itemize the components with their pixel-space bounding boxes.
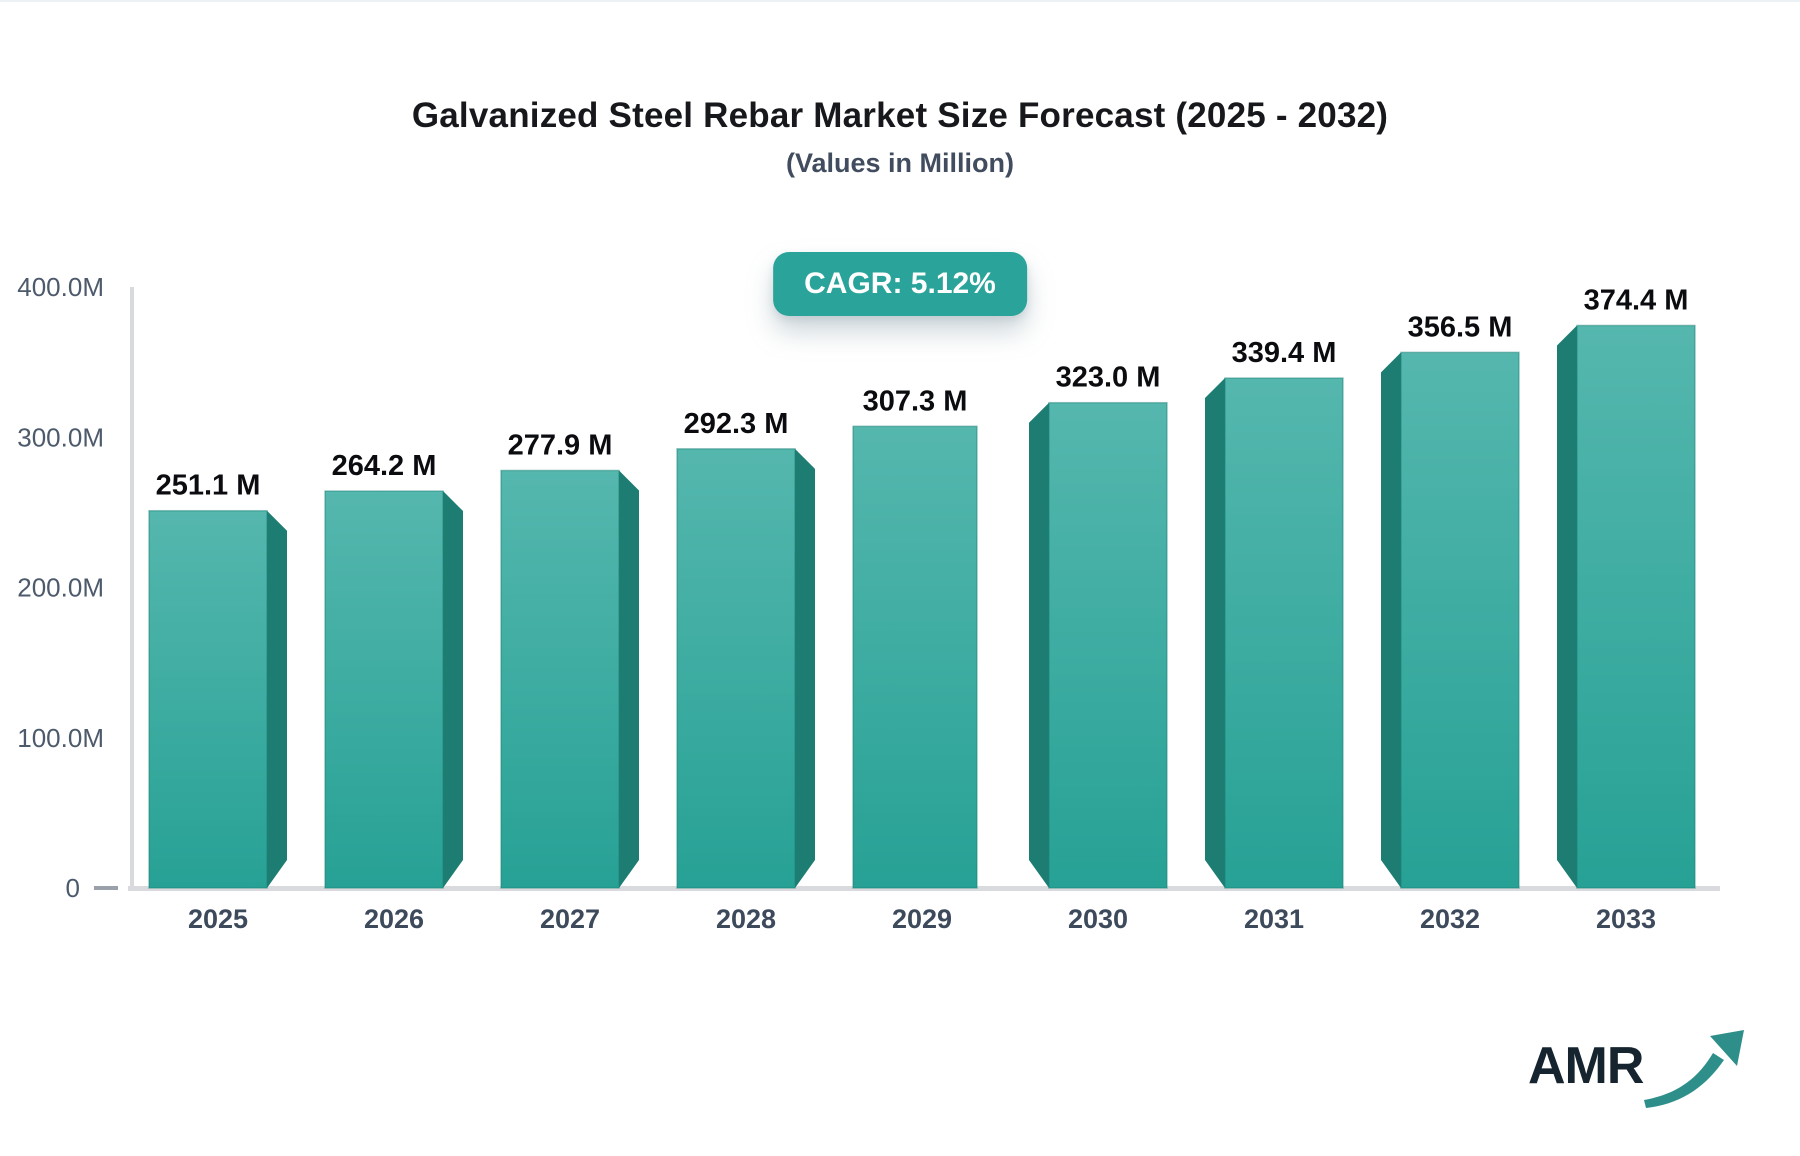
- x-tick-label: 2033: [1596, 904, 1656, 934]
- y-tick-label: 100.0M: [17, 723, 104, 753]
- x-tick-label: 2025: [188, 904, 248, 934]
- bar-front-face: [148, 509, 268, 889]
- y-tick-label: 300.0M: [17, 422, 104, 452]
- x-tick-label: 2031: [1244, 904, 1304, 934]
- bar-front-face: [676, 448, 796, 889]
- x-tick-label: 2026: [364, 904, 424, 934]
- bar-front-face: [1400, 351, 1520, 889]
- bar-value-label: 292.3 M: [684, 408, 789, 440]
- bar-group-2025: 251.1 M 2025: [148, 470, 287, 934]
- x-tick-label: 2027: [540, 904, 600, 934]
- y-tick-label: 400.0M: [17, 272, 104, 302]
- zero-tick-mark: [94, 886, 118, 890]
- bar-value-label: 251.1 M: [156, 470, 261, 502]
- bar-group-2028: 292.3 M 2028: [676, 408, 815, 934]
- bar-side-face: [267, 510, 287, 888]
- y-axis-line: [130, 287, 134, 890]
- bar-front-face: [852, 425, 978, 889]
- y-tick-label: 0: [66, 873, 80, 903]
- chart-title: Galvanized Steel Rebar Market Size Forec…: [411, 96, 1389, 135]
- bar-group-2030: 323.0 M 2030: [1029, 362, 1168, 934]
- bar-value-label: 356.5 M: [1408, 311, 1513, 343]
- bar-value-label: 277.9 M: [508, 429, 613, 461]
- x-tick-label: 2032: [1420, 904, 1480, 934]
- bar-value-label: 307.3 M: [863, 385, 968, 417]
- bar-side-face: [1029, 402, 1049, 888]
- bar-group-2027: 277.9 M 2027: [500, 429, 639, 934]
- page-top-border: [0, 0, 1800, 2]
- bar-front-face: [1048, 401, 1168, 889]
- bar-group-2029: 307.3 M 2029: [852, 385, 978, 934]
- y-tick-label: 200.0M: [17, 573, 104, 603]
- bar-group-2031: 339.4 M 2031: [1205, 337, 1344, 934]
- bar-group-2032: 356.5 M 2032: [1381, 311, 1520, 934]
- x-tick-label: 2030: [1068, 904, 1128, 934]
- x-tick-label: 2028: [716, 904, 776, 934]
- bar-value-label: 323.0 M: [1056, 362, 1161, 394]
- amr-logo-text: AMR: [1528, 1037, 1644, 1095]
- bar-front-face: [324, 490, 444, 889]
- bar-side-face: [1205, 378, 1225, 888]
- bar-side-face: [443, 491, 463, 888]
- bar-value-label: 374.4 M: [1584, 284, 1689, 316]
- bar-side-face: [619, 470, 639, 888]
- bar-front-face: [500, 469, 620, 889]
- bar-chart: 400.0M 300.0M 200.0M 100.0M 0 251.1 M 2025 264.…: [17, 272, 1720, 934]
- amr-logo: AMR: [1528, 1030, 1744, 1136]
- bar-front-face: [1224, 377, 1344, 889]
- bar-group-2026: 264.2 M 2026: [324, 450, 463, 934]
- bar-side-face: [795, 448, 815, 888]
- bar-side-face: [1557, 325, 1577, 888]
- bar-group-2033: 374.4 M 2033: [1557, 284, 1696, 934]
- x-tick-label: 2029: [892, 904, 952, 934]
- bar-front-face: [1576, 324, 1696, 889]
- chart-subtitle: (Values in Million): [785, 148, 1015, 178]
- bar-side-face: [1381, 352, 1401, 888]
- x-axis-line: [128, 886, 1720, 891]
- cagr-badge: CAGR: 5.12%: [773, 252, 1027, 316]
- bar-value-label: 339.4 M: [1232, 337, 1337, 369]
- growth-arrow-icon: [1644, 1030, 1744, 1108]
- bar-value-label: 264.2 M: [332, 450, 437, 482]
